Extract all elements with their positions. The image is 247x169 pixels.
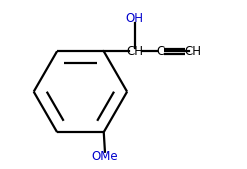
Text: CH: CH <box>126 45 143 58</box>
Text: OH: OH <box>126 13 144 25</box>
Text: C: C <box>156 45 164 58</box>
Text: OMe: OMe <box>92 150 118 163</box>
Text: CH: CH <box>185 45 202 58</box>
